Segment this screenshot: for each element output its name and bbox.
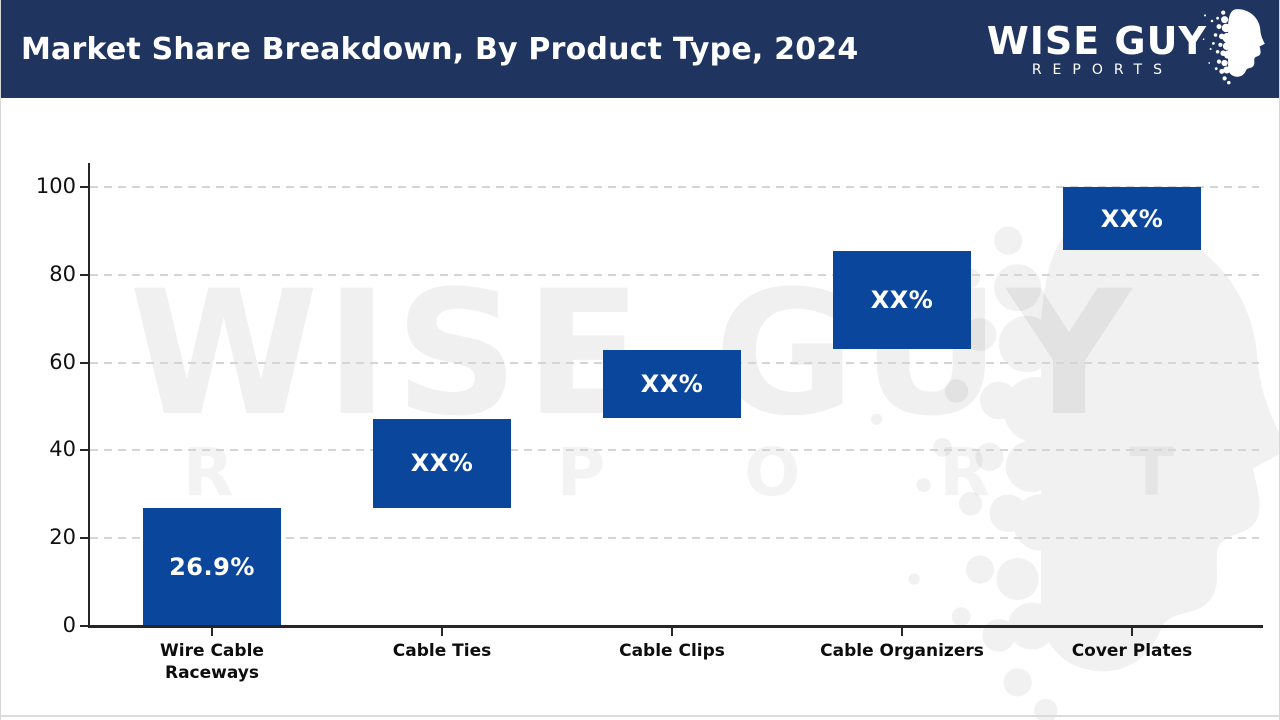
x-tick-4: [901, 628, 903, 636]
brand-head-icon: [1202, 9, 1265, 85]
x-tick-label-2: Cable Ties: [392, 641, 492, 661]
x-tick-label-3: Cable Clips: [619, 641, 725, 661]
bar-4: XX%: [833, 251, 971, 349]
y-tick-20: [80, 537, 88, 539]
brand-name: WISE GUY: [986, 18, 1207, 63]
brand-logo: WISE GUY REPORTS: [987, 7, 1269, 91]
x-tick-2: [441, 628, 443, 636]
x-tick-label-4: Cable Organizers: [820, 641, 984, 661]
gridline-40: [90, 449, 1259, 451]
bar-2: XX%: [373, 418, 511, 508]
bar-value-label-4: XX%: [870, 286, 934, 315]
y-axis-spine: [88, 163, 90, 628]
x-tick-3: [671, 628, 673, 636]
x-tick-1: [211, 628, 213, 636]
brand-wordmark: WISE GUY REPORTS: [987, 22, 1207, 77]
bottom-hairline: [1, 715, 1279, 717]
x-tick-5: [1131, 628, 1133, 636]
y-tick-0: [80, 625, 88, 627]
bar-value-label-5: XX%: [1100, 204, 1164, 233]
y-tick-label-40: 40: [49, 437, 76, 461]
y-tick-60: [80, 362, 88, 364]
bar-5: XX%: [1063, 187, 1201, 251]
y-tick-label-80: 80: [49, 262, 76, 286]
y-tick-80: [80, 274, 88, 276]
y-tick-label-20: 20: [49, 525, 76, 549]
bar-3: XX%: [603, 349, 741, 418]
y-tick-40: [80, 449, 88, 451]
bar-value-label-2: XX%: [410, 449, 474, 478]
chart-title: Market Share Breakdown, By Product Type,…: [21, 31, 859, 67]
header-banner: Market Share Breakdown, By Product Type,…: [1, 0, 1279, 98]
x-tick-label-1: Wire Cable Raceways: [160, 641, 264, 684]
gridline-80: [90, 274, 1259, 276]
y-tick-label-0: 0: [62, 613, 76, 637]
gridline-100: [90, 186, 1259, 188]
brand-subtitle: REPORTS: [1031, 61, 1173, 78]
x-tick-label-5: Cover Plates: [1071, 641, 1193, 661]
bar-1: 26.9%: [143, 507, 281, 626]
y-tick-label-100: 100: [35, 174, 76, 198]
bar-value-label-1: 26.9%: [169, 552, 255, 581]
y-tick-100: [80, 186, 88, 188]
gridline-20: [90, 537, 1259, 539]
y-tick-label-60: 60: [49, 350, 76, 374]
bar-value-label-3: XX%: [640, 369, 704, 398]
x-axis-spine: [88, 625, 1263, 628]
